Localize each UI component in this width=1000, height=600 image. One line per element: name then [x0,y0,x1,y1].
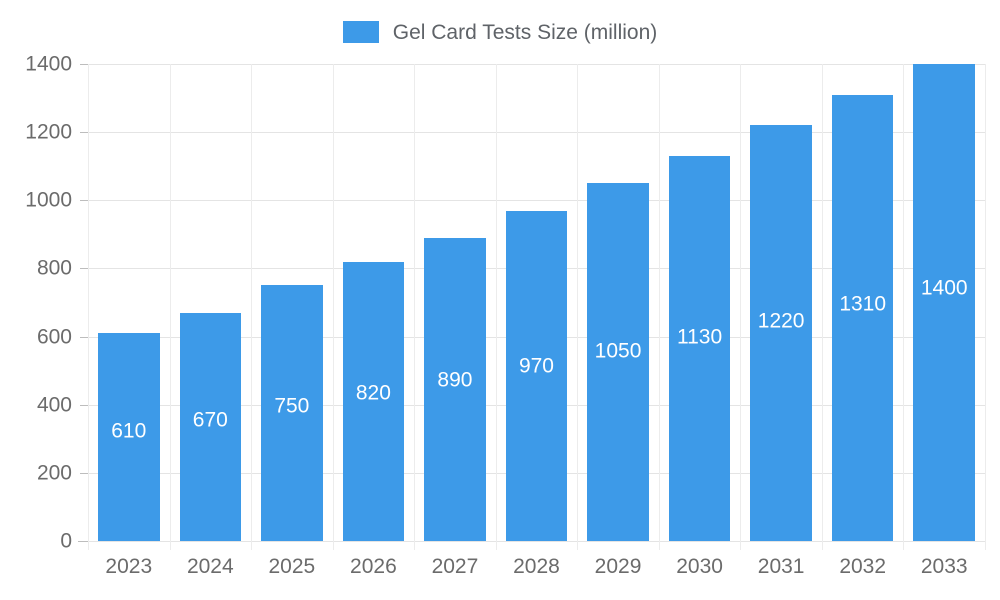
gridline-vertical [821,64,823,550]
bar[interactable]: 1220 [750,125,812,541]
gridline-vertical [332,64,334,550]
bar-group[interactable]: 670 [170,64,252,541]
gridline-vertical [88,64,89,550]
gridline-vertical [903,64,905,550]
x-axis-tick-label: 2026 [350,555,397,578]
y-axis-tick-mark [80,132,88,134]
x-axis-tick-label: 2030 [676,555,723,578]
y-axis-tick-label: 1400 [25,52,72,76]
x-axis-tick-label: 2033 [920,555,968,578]
bar[interactable]: 1130 [668,156,731,541]
x-axis: 2023 2024 2025 2026 2027 2028 2029 2030 2031 2032… [88,556,985,596]
y-axis-tick-label: 0 [60,529,72,553]
bar-value-label: 820 [355,381,391,405]
bar-group[interactable]: 1050 [577,64,659,541]
bar-value-label: 1050 [594,339,642,363]
bar[interactable]: 670 [179,312,242,541]
gridline-vertical [658,64,660,550]
gridline-vertical [985,64,986,550]
y-axis-tick-label: 1200 [25,120,72,144]
bar-value-label: 970 [518,354,554,378]
bar[interactable]: 1400 [913,64,975,541]
bar-value-label: 670 [192,408,228,432]
bar-value-label: 610 [111,419,147,443]
gridline-horizontal [88,541,985,542]
x-axis-tick-label: 2027 [431,555,479,578]
x-axis-tick-label: 2025 [268,555,316,578]
bar[interactable]: 970 [505,210,568,541]
y-axis-tick-mark [80,200,88,202]
gridline-horizontal [88,64,985,65]
bar-group[interactable]: 1220 [740,64,822,541]
bar-group[interactable]: 610 [88,64,170,541]
plot-area: 610 670 750 820 890 970 1050 1130 1220 1310 1400 [88,64,986,550]
bar-value-label: 1130 [676,325,723,349]
gridline-vertical [495,64,497,550]
bar-group[interactable]: 820 [333,64,415,541]
bar[interactable]: 890 [424,237,486,541]
gridline-vertical [414,64,416,550]
y-axis-tick-mark [80,404,88,406]
bar[interactable]: 750 [261,285,323,541]
gridline-vertical [740,64,742,550]
y-axis-tick-mark [80,64,88,65]
x-axis-tick-label: 2023 [105,555,153,578]
x-axis-tick-label: 2032 [839,555,887,578]
bar-value-label: 890 [437,368,473,392]
bar-group[interactable]: 1400 [903,64,985,541]
legend-swatch-icon[interactable] [342,21,379,43]
x-axis-tick-label: 2028 [513,555,560,578]
bar-value-label: 1310 [839,292,887,316]
y-axis-tick-mark [80,472,88,474]
gridline-horizontal [88,132,985,134]
x-axis-tick-label: 2031 [757,555,805,578]
bar-group[interactable]: 1130 [659,64,741,541]
gridline-vertical [577,64,579,550]
bar-group[interactable]: 890 [414,64,496,541]
bar[interactable]: 610 [98,333,160,541]
bar-group[interactable]: 1310 [822,64,904,541]
y-axis-tick-label: 800 [36,256,72,280]
chart-legend: Gel Card Tests Size (million) [0,12,1000,52]
bar-value-label: 750 [274,394,310,418]
bar[interactable]: 1050 [587,183,649,541]
y-axis-tick-mark [80,336,88,338]
bar[interactable]: 820 [342,261,405,541]
y-axis-tick-label: 1000 [25,188,72,212]
x-axis-tick-label: 2029 [594,555,642,578]
gridline-vertical [169,64,171,550]
bar[interactable]: 1310 [831,94,894,541]
x-axis-tick-label: 2024 [186,555,234,578]
bar-group[interactable]: 970 [496,64,578,541]
gridline-vertical [251,64,253,550]
legend-label[interactable]: Gel Card Tests Size (million) [392,20,658,44]
y-axis-tick-label: 400 [36,393,72,417]
gridline-horizontal [88,200,985,202]
y-axis-tick-mark [80,268,88,270]
bar-group[interactable]: 750 [251,64,333,541]
y-axis-tick-label: 600 [36,325,72,349]
y-axis-tick-label: 200 [36,461,72,485]
bar-value-label: 1400 [920,276,968,300]
bar-value-label: 1220 [757,309,805,333]
